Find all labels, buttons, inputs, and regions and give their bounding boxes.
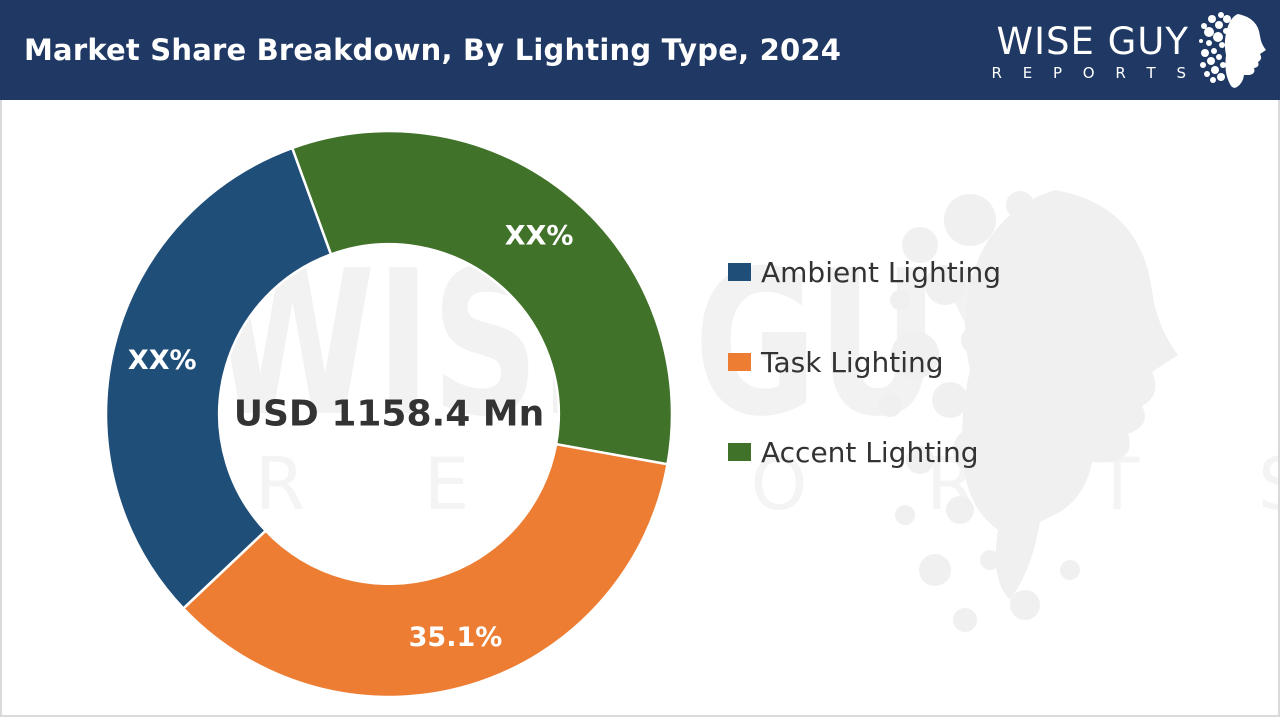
legend-item-task-lighting: Task Lighting [728, 342, 1001, 382]
header-bar: Market Share Breakdown, By Lighting Type… [0, 0, 1280, 100]
legend-label: Ambient Lighting [761, 255, 1002, 289]
page-title: Market Share Breakdown, By Lighting Type… [24, 33, 842, 67]
wise-guy-logo: WISE GUY R E P O R T S [992, 10, 1268, 94]
legend-swatch-ambient [728, 263, 751, 281]
chart-legend: Ambient Lighting Task Lighting Accent Li… [728, 252, 1001, 472]
legend-label: Accent Lighting [761, 435, 979, 469]
slice-label: XX% [128, 345, 197, 376]
logo-face-icon [1199, 12, 1266, 88]
slice-task-lighting [181, 442, 669, 699]
slice-label: XX% [505, 220, 574, 251]
logo-text: WISE GUY R E P O R T S [991, 20, 1194, 82]
chart-center-value: USD 1158.4 Mn [233, 393, 545, 435]
slice-label: 35.1% [409, 622, 503, 653]
logo-reports: R E P O R T S [991, 63, 1194, 82]
slice-ambient-lighting [104, 146, 333, 611]
logo-wordmark: WISE GUY [996, 20, 1189, 64]
legend-swatch-accent [728, 443, 751, 461]
legend-item-accent-lighting: Accent Lighting [728, 432, 1001, 472]
legend-item-ambient-lighting: Ambient Lighting [728, 252, 1001, 292]
legend-swatch-task [728, 353, 751, 371]
slice-accent-lighting [290, 129, 674, 466]
watermark-face-icon [878, 190, 1178, 632]
legend-label: Task Lighting [761, 345, 944, 379]
